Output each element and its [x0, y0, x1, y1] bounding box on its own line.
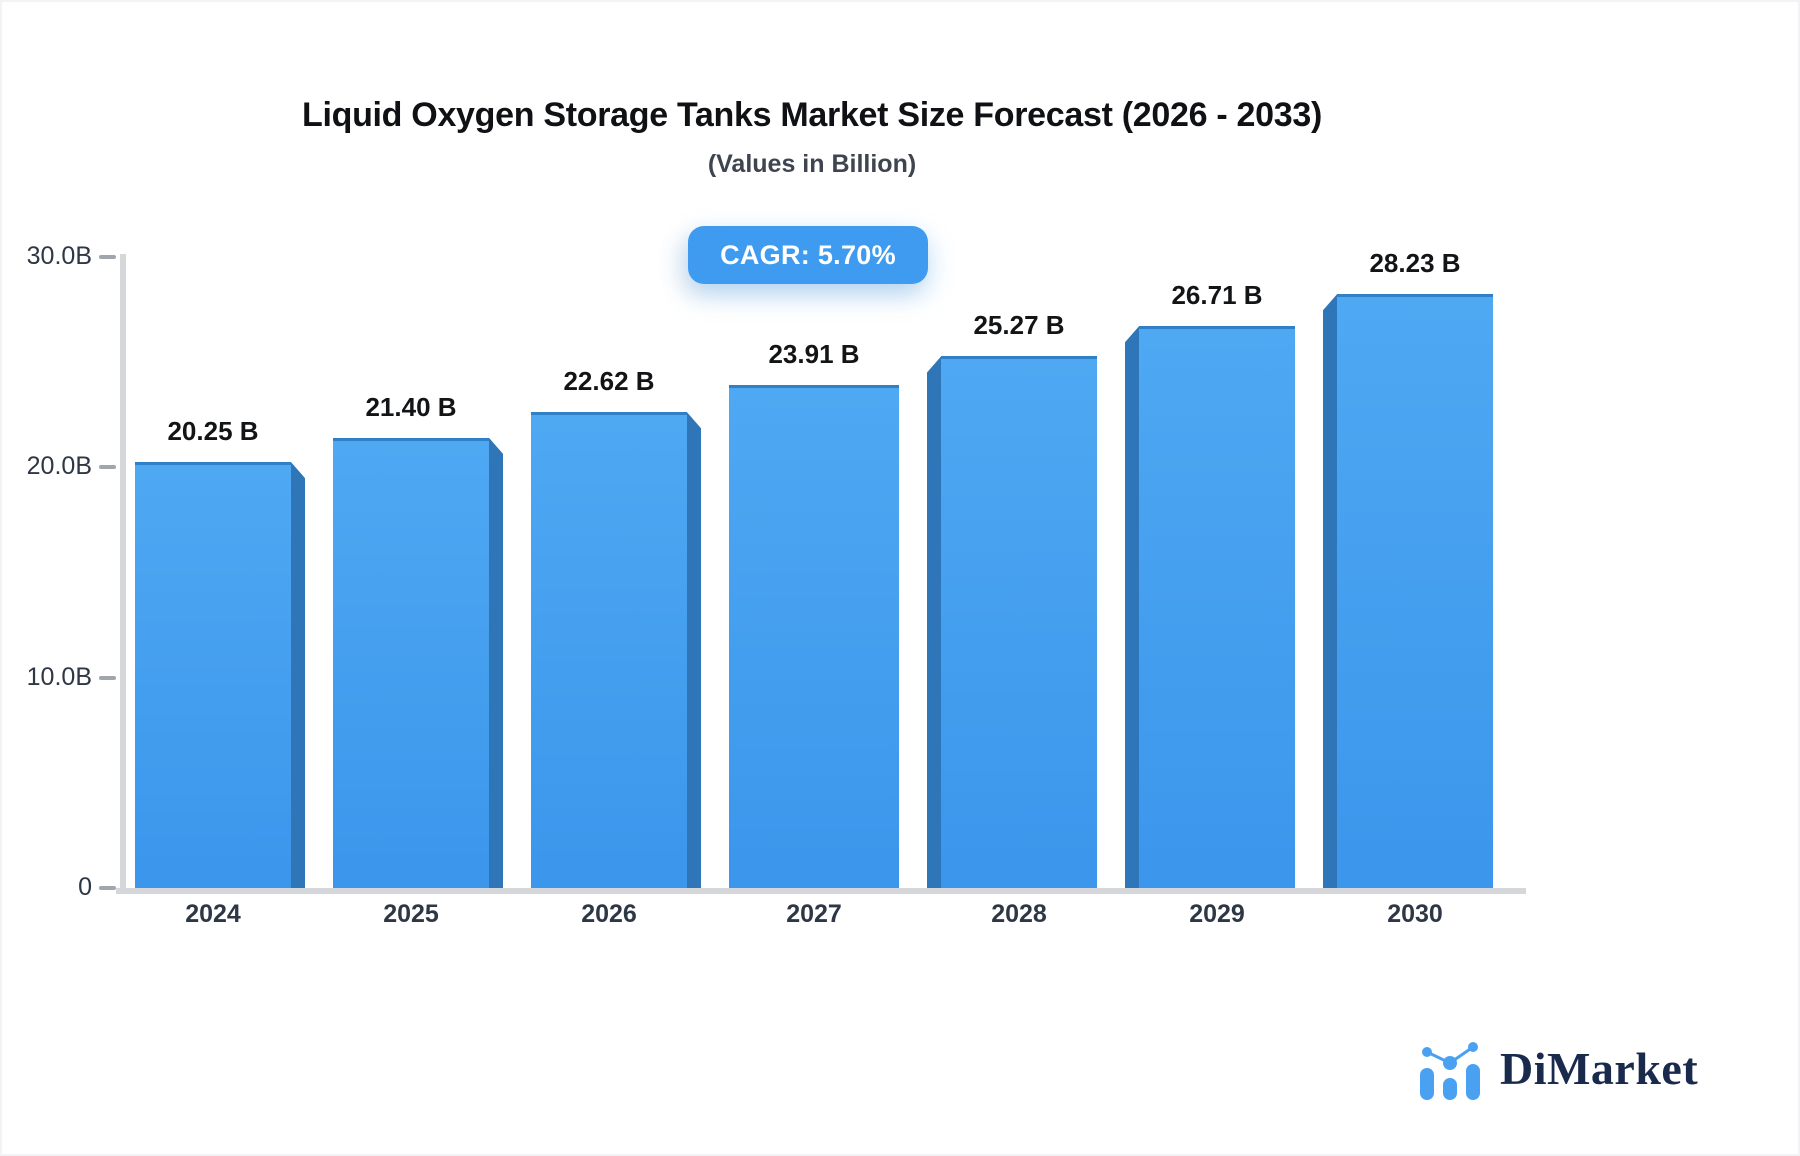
x-tick-label: 2029: [1189, 900, 1245, 928]
x-tick-label: 2025: [383, 900, 439, 928]
bar-side-face: [687, 412, 701, 888]
x-tick-label: 2028: [991, 900, 1047, 928]
y-tick-dash: [99, 255, 116, 259]
cagr-badge: CAGR: 5.70%: [688, 226, 928, 284]
brand-logo-text: DiMarket: [1500, 1042, 1699, 1094]
chart-subtitle: (Values in Billion): [707, 150, 917, 178]
y-tick-label: 20.0B: [26, 452, 92, 481]
chart-title: Liquid Oxygen Storage Tanks Market Size …: [301, 96, 1323, 134]
bar-value-label: 23.91 B: [768, 339, 860, 370]
bar: [941, 356, 1097, 888]
bar-side-face: [291, 462, 305, 888]
bar-value-label: 25.27 B: [973, 310, 1065, 341]
y-tick-dash: [99, 886, 116, 890]
bar: [1337, 294, 1493, 888]
x-tick-label: 2030: [1387, 900, 1443, 928]
brand-logo: DiMarket: [1414, 1036, 1698, 1100]
bar-side-face: [1323, 294, 1337, 888]
x-axis-baseline: [116, 888, 1526, 894]
bar: [333, 437, 489, 888]
y-tick-label: 30.0B: [26, 242, 92, 270]
bar-value-label: 26.71 B: [1171, 280, 1263, 311]
y-tick-dash: [99, 465, 116, 470]
y-tick-label: 10.0B: [26, 662, 92, 691]
x-tick-label: 2027: [786, 900, 842, 928]
bar-value-label: 21.40 B: [365, 391, 457, 422]
bar-value-label: 20.25 B: [167, 416, 259, 447]
bar-side-face: [1125, 326, 1139, 888]
bar-line-chart-icon: [1420, 1042, 1480, 1100]
x-tick-label: 2024: [185, 900, 241, 928]
bar-value-label: 28.23 B: [1369, 248, 1461, 279]
x-tick-label: 2026: [581, 900, 637, 928]
cagr-badge-label: CAGR: 5.70%: [720, 239, 896, 270]
bar: [135, 462, 291, 888]
bar: [1139, 326, 1295, 888]
bar-side-face: [489, 437, 503, 888]
bar-value-label: 22.62 B: [563, 366, 655, 397]
bar: [531, 412, 687, 888]
y-tick-label: 0: [78, 873, 92, 901]
y-tick-dash: [99, 675, 116, 680]
bar: [729, 385, 899, 888]
y-axis-line: [120, 254, 126, 894]
bar-side-face: [927, 356, 941, 888]
